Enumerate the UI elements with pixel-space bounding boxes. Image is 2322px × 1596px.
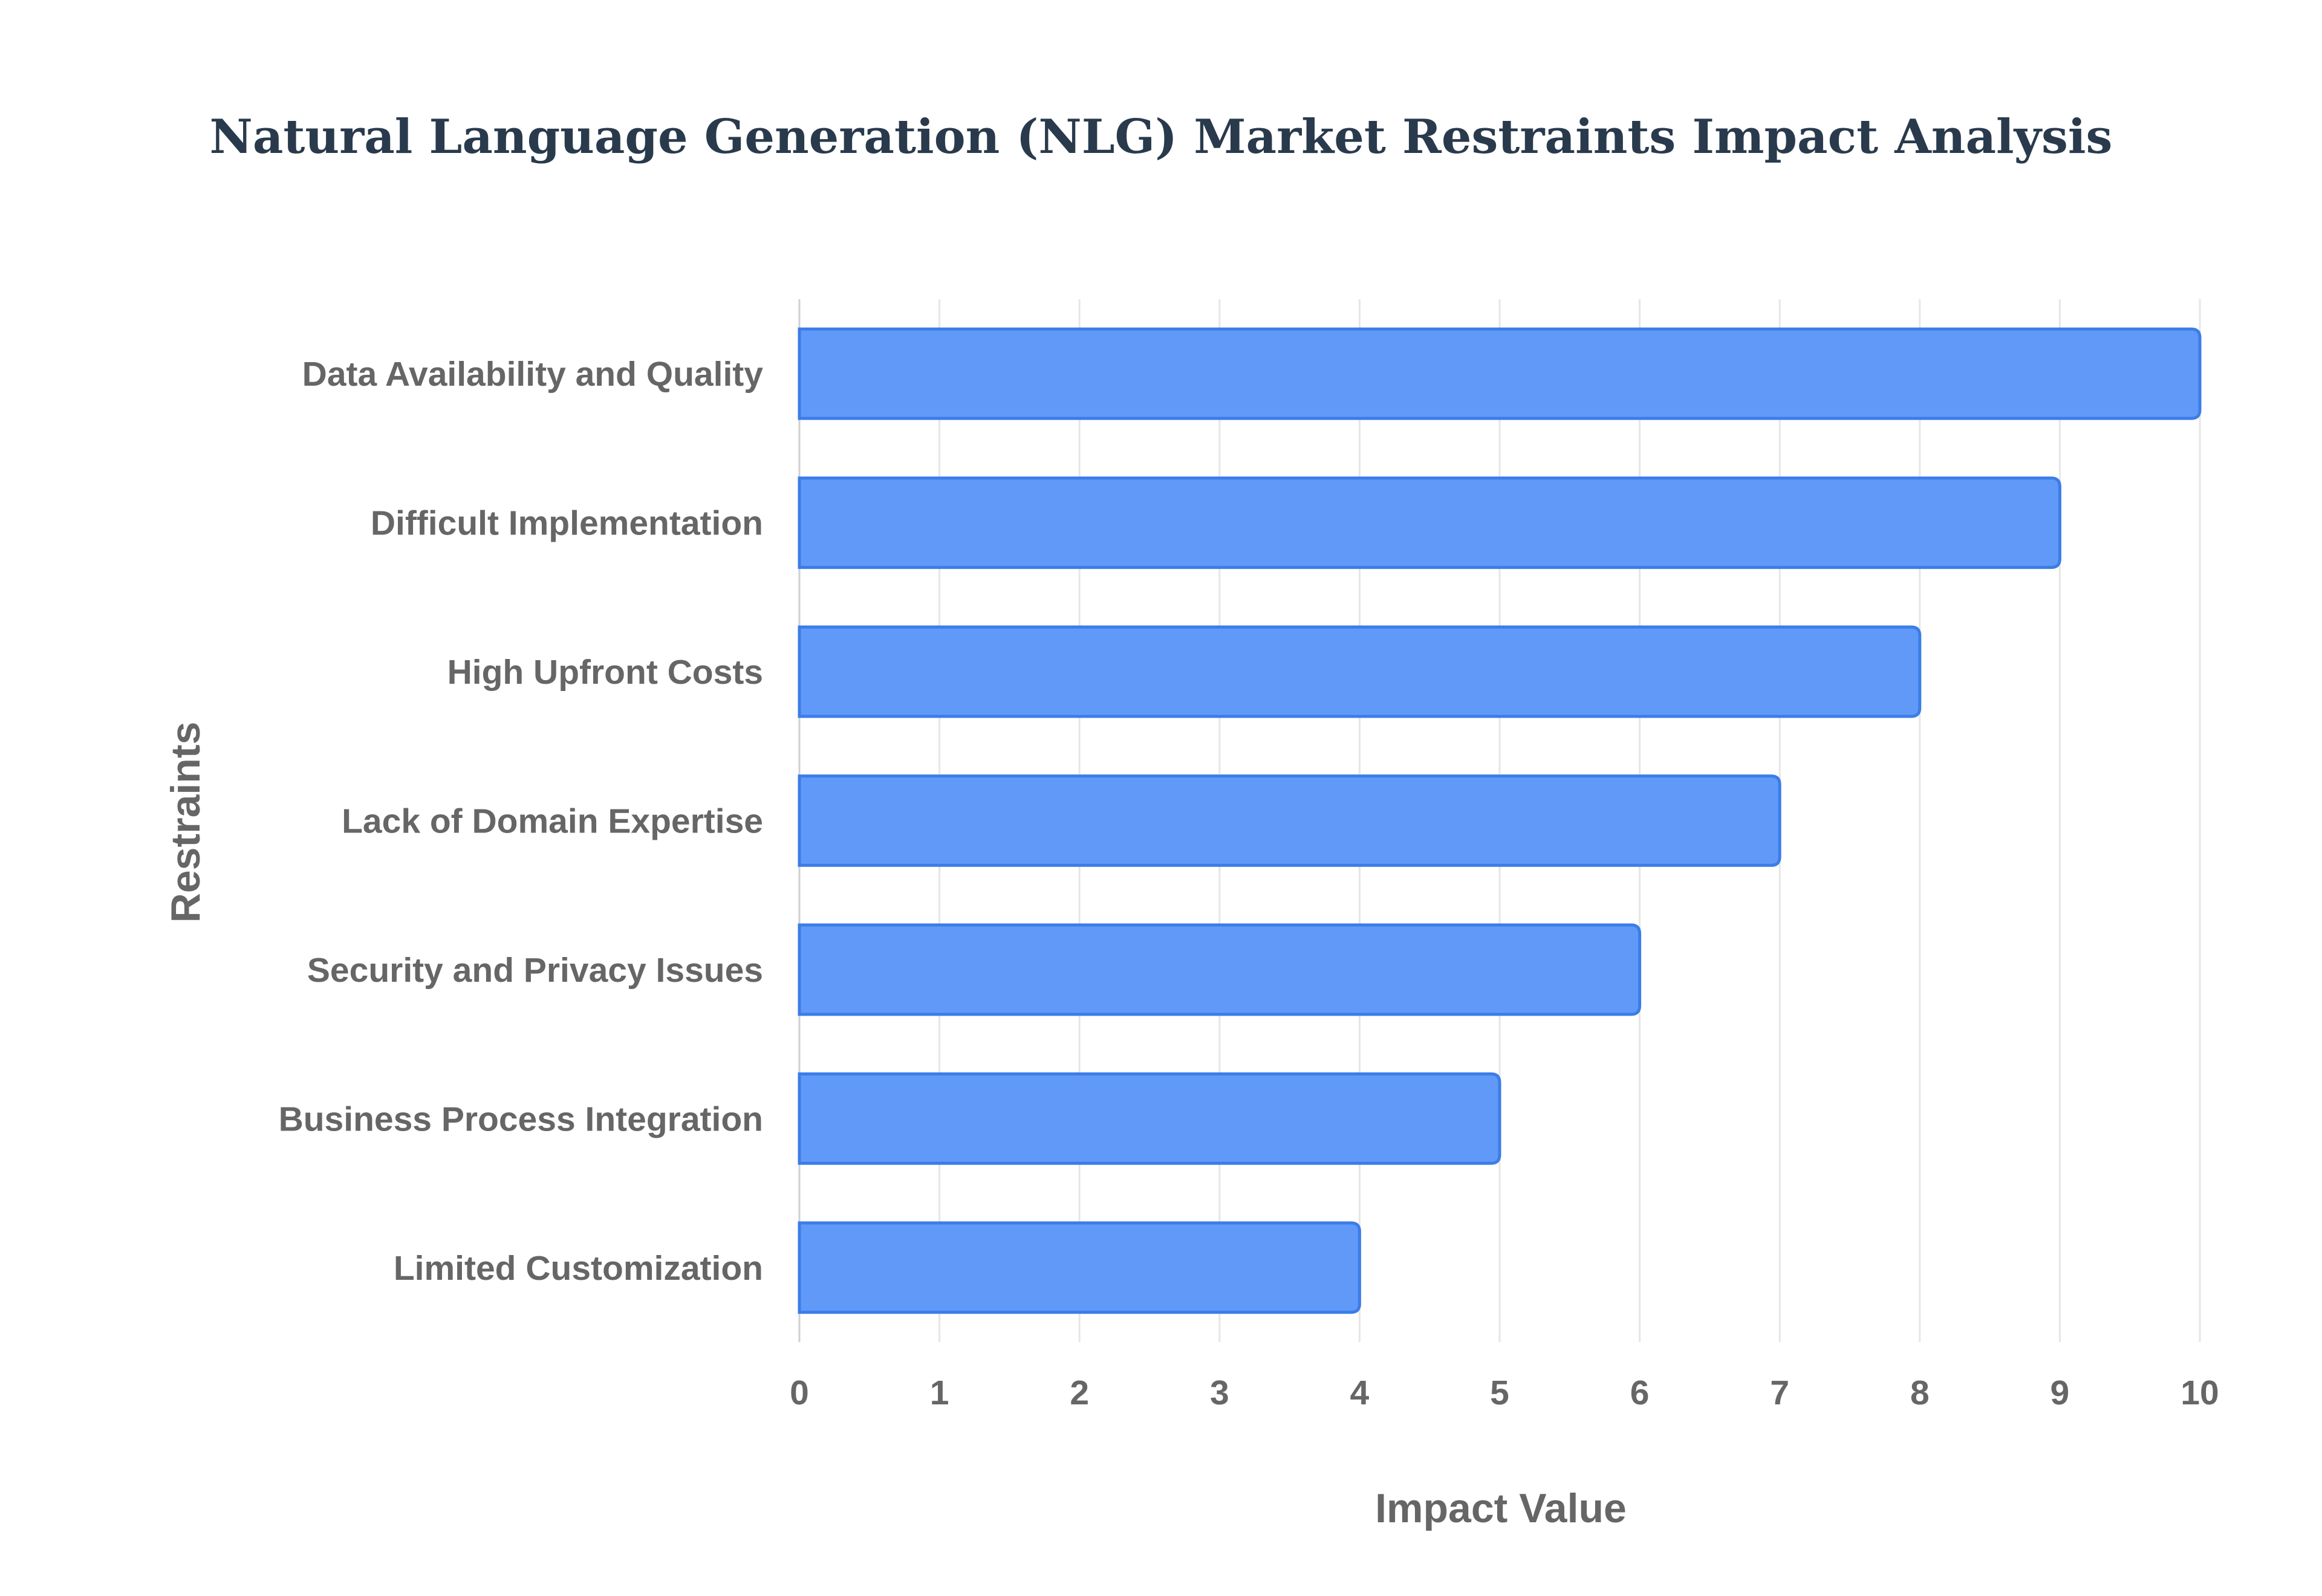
x-tick-labels: 0 1 2 3 4 5 6 7 8 9 10: [790, 1374, 2219, 1412]
x-tick-label-10: 10: [2181, 1374, 2219, 1412]
bar-limited-customization: [798, 1221, 1361, 1314]
x-tick-label-7: 7: [1770, 1374, 1789, 1412]
x-tick-label-6: 6: [1630, 1374, 1650, 1412]
category-label: Lack of Domain Expertise: [342, 802, 763, 841]
category-label: Business Process Integration: [279, 1100, 763, 1138]
bars: [798, 327, 2202, 1314]
x-tick-label-3: 3: [1210, 1374, 1229, 1412]
x-tick-label-8: 8: [1910, 1374, 1930, 1412]
bar-security-and-privacy-issues: [798, 923, 1642, 1016]
x-axis-title: Impact Value: [1375, 1485, 1627, 1531]
category-labels: Data Availability and Quality Difficult I…: [279, 355, 764, 1288]
x-tick-label-4: 4: [1350, 1374, 1370, 1412]
bar-high-upfront-costs: [798, 625, 1922, 718]
bar-lack-of-domain-expertise: [798, 774, 1781, 867]
x-tick-label-2: 2: [1070, 1374, 1089, 1412]
x-tick-label-9: 9: [2050, 1374, 2070, 1412]
category-label: Limited Customization: [394, 1249, 763, 1288]
category-label: Security and Privacy Issues: [307, 951, 763, 990]
bar-difficult-implementation: [798, 476, 2061, 569]
category-label: Data Availability and Quality: [302, 355, 764, 394]
y-axis-title: Restraints: [163, 722, 209, 923]
x-tick-label-5: 5: [1490, 1374, 1509, 1412]
category-label: Difficult Implementation: [371, 504, 763, 543]
chart-title: Natural Language Generation (NLG) Market…: [210, 109, 2113, 164]
bar-business-process-integration: [798, 1072, 1501, 1165]
x-tick-label-1: 1: [930, 1374, 949, 1412]
category-label: High Upfront Costs: [447, 653, 763, 692]
x-tick-label-0: 0: [790, 1374, 809, 1412]
bar-data-availability-and-quality: [798, 327, 2202, 420]
